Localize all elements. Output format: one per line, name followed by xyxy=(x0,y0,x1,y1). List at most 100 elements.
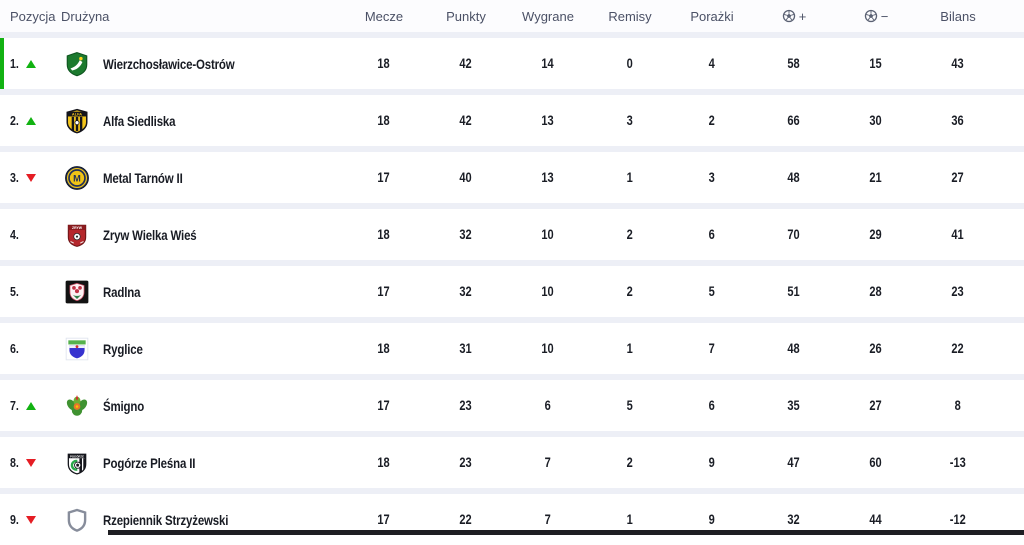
trend-up-icon xyxy=(25,401,36,410)
stat-goals-against: 30 xyxy=(869,113,883,128)
team-logo xyxy=(64,393,90,419)
goals-against-suffix: − xyxy=(880,8,889,24)
stat-porazki: 6 xyxy=(708,398,716,413)
team-logo: ALFA xyxy=(64,108,90,134)
position-number: 7. xyxy=(10,398,19,413)
stat-bilans: 23 xyxy=(951,284,965,299)
stat-bilans: 27 xyxy=(951,170,965,185)
stat-porazki: 9 xyxy=(708,455,716,470)
table-row[interactable]: 7. Śmigno 17 23 6 5 6 35 27 8 xyxy=(0,380,1024,431)
stat-goals-for: 48 xyxy=(787,341,801,356)
table-row[interactable]: 9. Rzepiennik Strzyżewski 17 22 7 1 9 32… xyxy=(0,494,1024,545)
team-name: Metal Tarnów II xyxy=(103,169,183,186)
stat-bilans: 36 xyxy=(951,113,965,128)
table-row[interactable]: 8. POGÓRZE Pogórze Pleśna II 18 23 7 2 9… xyxy=(0,437,1024,488)
stat-wygrane: 10 xyxy=(541,284,555,299)
table-row[interactable]: 5. Radlna 17 32 10 2 5 51 28 23 xyxy=(0,266,1024,317)
goals-for-suffix: + xyxy=(798,8,807,24)
stat-goals-against: 21 xyxy=(869,170,883,185)
stat-remisy: 2 xyxy=(626,284,634,299)
position-number: 9. xyxy=(10,512,19,527)
stat-mecze: 18 xyxy=(377,341,391,356)
stat-punkty: 42 xyxy=(459,56,473,71)
svg-text:ZRYW: ZRYW xyxy=(72,226,83,230)
position-number: 4. xyxy=(10,227,19,242)
team-logo xyxy=(64,507,90,533)
stat-remisy: 3 xyxy=(626,113,634,128)
stat-goals-against: 28 xyxy=(869,284,883,299)
stat-remisy: 1 xyxy=(626,341,634,356)
stat-remisy: 2 xyxy=(626,227,634,242)
stat-goals-for: 70 xyxy=(787,227,801,242)
table-row[interactable]: 2. ALFA Alfa Siedliska 18 42 13 3 2 66 3… xyxy=(0,95,1024,146)
stat-mecze: 18 xyxy=(377,56,391,71)
stat-mecze: 17 xyxy=(377,512,391,527)
trend-down-icon xyxy=(25,458,36,467)
stat-wygrane: 13 xyxy=(541,113,555,128)
stat-wygrane: 13 xyxy=(541,170,555,185)
stat-wygrane: 6 xyxy=(544,398,552,413)
position-number: 8. xyxy=(10,455,19,470)
column-header-punkty: Punkty xyxy=(446,8,486,24)
stat-wygrane: 10 xyxy=(541,341,555,356)
table-row[interactable]: 6. Ryglice 18 31 10 1 7 48 26 22 xyxy=(0,323,1024,374)
stat-punkty: 23 xyxy=(459,398,473,413)
table-row[interactable]: 1. Wierzchosławice-Ostrów 18 42 14 0 4 5… xyxy=(0,38,1024,89)
team-name: Zryw Wielka Wieś xyxy=(103,226,197,243)
team-name: Alfa Siedliska xyxy=(103,112,176,129)
stat-bilans: 43 xyxy=(951,56,965,71)
stat-mecze: 18 xyxy=(377,113,391,128)
stat-goals-for: 51 xyxy=(787,284,801,299)
stat-wygrane: 7 xyxy=(544,455,552,470)
stat-mecze: 17 xyxy=(377,170,391,185)
stat-remisy: 2 xyxy=(626,455,634,470)
team-logo xyxy=(64,279,90,305)
stat-porazki: 2 xyxy=(708,113,716,128)
stat-bilans: 41 xyxy=(951,227,965,242)
stat-goals-for: 35 xyxy=(787,398,801,413)
stat-remisy: 0 xyxy=(626,56,634,71)
stat-wygrane: 7 xyxy=(544,512,552,527)
position-number: 5. xyxy=(10,284,19,299)
svg-text:POGÓRZE: POGÓRZE xyxy=(70,453,84,458)
stat-punkty: 32 xyxy=(459,284,473,299)
position-number: 2. xyxy=(10,113,19,128)
stat-goals-for: 32 xyxy=(787,512,801,527)
trend-up-icon xyxy=(25,59,36,68)
position-number: 3. xyxy=(10,170,19,185)
svg-text:M: M xyxy=(73,173,81,183)
stat-bilans: 22 xyxy=(951,341,965,356)
column-header-goals-against: − xyxy=(835,9,917,24)
team-logo: M xyxy=(64,165,90,191)
table-header: Pozycja Drużyna Mecze Punkty Wygrane Rem… xyxy=(0,0,1024,32)
position-number: 6. xyxy=(10,341,19,356)
stat-punkty: 42 xyxy=(459,113,473,128)
stat-porazki: 6 xyxy=(708,227,716,242)
stat-punkty: 23 xyxy=(459,455,473,470)
stat-bilans: -13 xyxy=(949,455,966,470)
stat-porazki: 7 xyxy=(708,341,716,356)
team-logo: ZRYW xyxy=(64,222,90,248)
table-row[interactable]: 3. M Metal Tarnów II 17 40 13 1 3 48 21 … xyxy=(0,152,1024,203)
svg-text:ALFA: ALFA xyxy=(72,111,82,116)
stat-goals-for: 66 xyxy=(787,113,801,128)
column-header-bilans: Bilans xyxy=(940,8,976,24)
team-logo xyxy=(64,51,90,77)
stat-punkty: 31 xyxy=(459,341,473,356)
stat-punkty: 22 xyxy=(459,512,473,527)
stat-porazki: 5 xyxy=(708,284,716,299)
stat-punkty: 32 xyxy=(459,227,473,242)
soccer-ball-icon xyxy=(864,9,878,23)
stat-mecze: 18 xyxy=(377,455,391,470)
stat-remisy: 5 xyxy=(626,398,634,413)
column-header-remisy: Remisy xyxy=(608,8,652,24)
team-name: Radlna xyxy=(103,283,141,300)
column-header-wygrane: Wygrane xyxy=(522,8,574,24)
stat-bilans: -12 xyxy=(949,512,966,527)
stat-mecze: 17 xyxy=(377,284,391,299)
stat-porazki: 9 xyxy=(708,512,716,527)
stat-goals-for: 58 xyxy=(787,56,801,71)
stat-goals-against: 60 xyxy=(869,455,883,470)
table-row[interactable]: 4. ZRYW Zryw Wielka Wieś 18 32 10 2 6 70… xyxy=(0,209,1024,260)
stat-porazki: 3 xyxy=(708,170,716,185)
